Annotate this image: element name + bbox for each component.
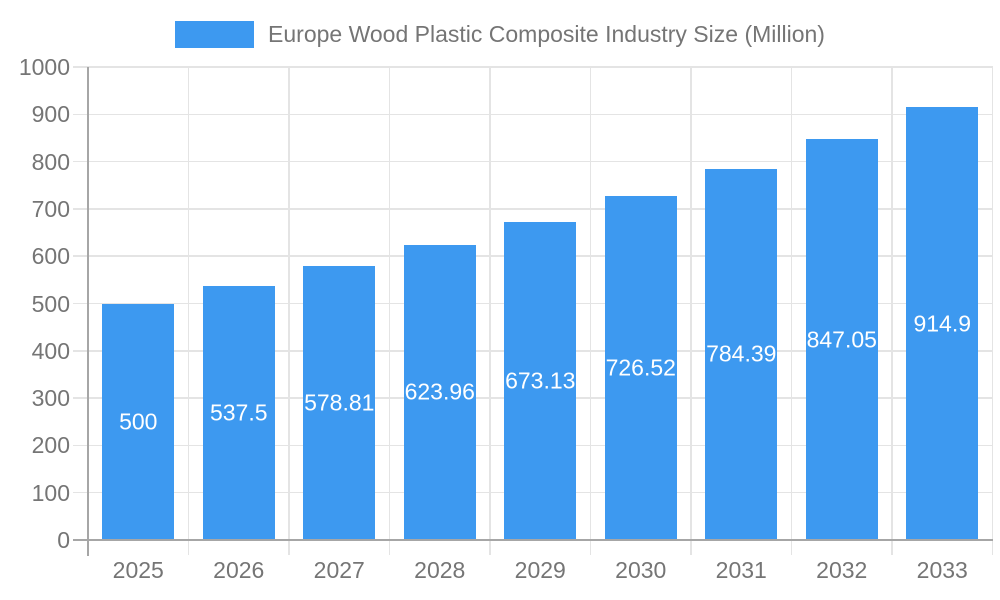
bar-value-label: 847.05 [806,326,877,353]
bar-2032 [805,139,878,540]
bar-2025 [102,303,175,540]
y-axis-tick-label: 200 [31,432,70,459]
x-axis-tick-label: 2025 [112,557,164,583]
x-gridline [489,67,491,555]
bar-value-label: 673.13 [505,367,576,394]
bar-value-label: 914.9 [913,310,972,337]
chart-legend: Europe Wood Plastic Composite Industry S… [0,17,1000,51]
x-gridline [790,67,793,555]
bar-value-label: 726.52 [605,354,676,381]
y-axis-tick-label: 0 [57,527,70,553]
y-axis-tick-label: 500 [31,290,70,317]
x-axis-tick-label: 2028 [414,557,466,583]
bar-value-label: 500 [119,408,158,435]
x-gridline [388,67,391,555]
x-axis-tick-label: 2033 [916,557,968,583]
bar-2026 [202,285,275,540]
bar-2027 [303,266,376,540]
y-axis-tick-label: 600 [31,243,70,270]
y-axis-tick-label: 100 [31,479,70,506]
bar-2033 [906,107,979,540]
y-axis-tick-label: 400 [31,337,70,364]
y-axis-tick-label: 900 [31,101,70,128]
y-axis-tick-label: 700 [31,195,70,222]
x-axis-tick-label: 2031 [715,557,767,583]
x-gridline [991,67,994,555]
bar-2029 [504,221,577,540]
y-gridline [73,113,993,116]
x-axis-tick-label: 2026 [213,557,265,583]
bar-2028 [403,244,476,540]
y-gridline [73,208,993,210]
x-axis-baseline [73,539,993,541]
legend-series-label: Europe Wood Plastic Composite Industry S… [268,20,825,47]
bar-value-label: 537.5 [209,399,268,426]
x-gridline [288,67,290,555]
y-axis-tick-label: 1000 [18,54,70,80]
x-gridline [891,67,893,555]
x-gridline [187,67,190,555]
bar-2030 [604,196,677,540]
bar-value-label: 623.96 [404,378,475,405]
y-gridline [73,160,993,163]
y-gridline [73,66,993,68]
bar-value-label: 578.81 [304,389,375,416]
x-gridline [690,67,692,555]
x-axis-tick-label: 2027 [313,557,365,583]
y-axis-line [86,67,89,556]
bar-value-label: 784.39 [706,340,777,367]
x-axis-tick-label: 2030 [615,557,667,583]
y-axis-tick-label: 300 [31,385,70,412]
x-axis-tick-label: 2032 [816,557,868,583]
x-gridline [589,67,592,555]
y-axis-tick-label: 800 [31,148,70,175]
legend-swatch [175,20,255,48]
bar-2031 [705,168,778,540]
x-axis-tick-label: 2029 [514,557,566,583]
